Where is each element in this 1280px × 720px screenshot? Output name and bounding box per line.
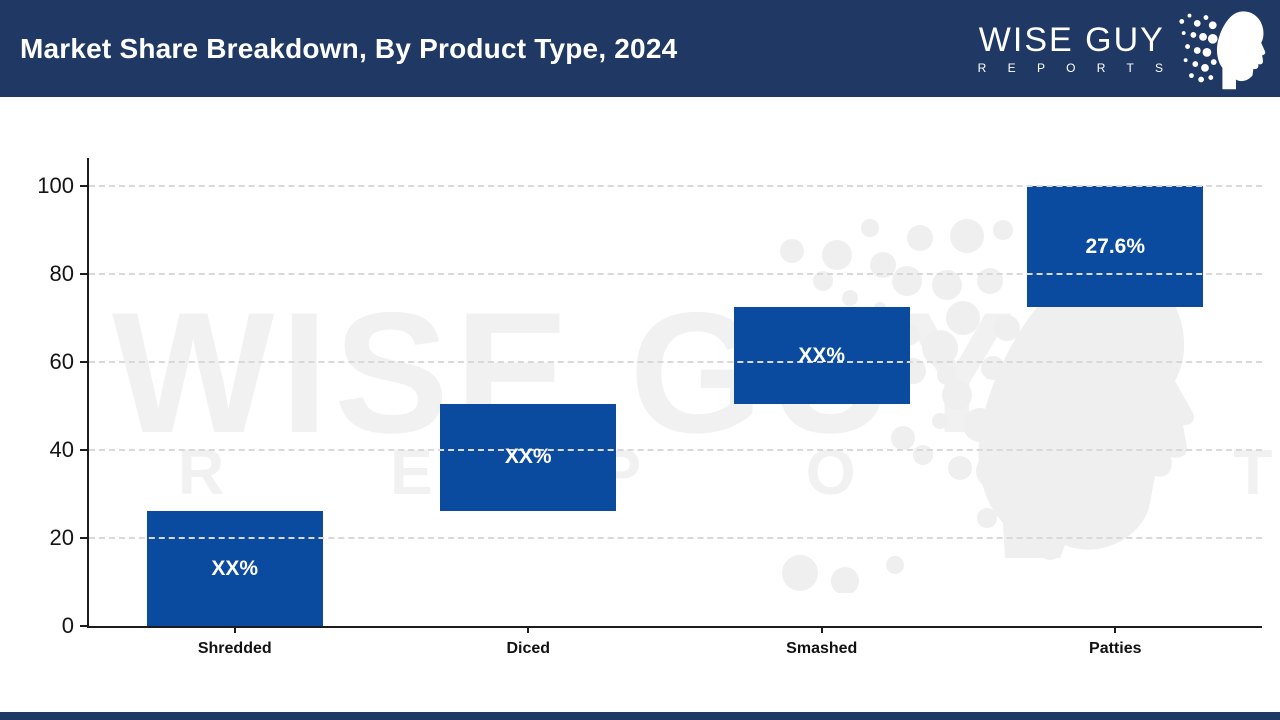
- y-tick-label-0: 0: [61, 613, 74, 638]
- y-axis: [87, 158, 89, 628]
- bar-shredded: [146, 511, 323, 626]
- x-category-label-patties: Patties: [1089, 640, 1142, 657]
- logo-face-icon: [1179, 10, 1266, 89]
- brand-subname: R E P O R T S: [977, 60, 1172, 75]
- gridline-60: [89, 361, 1262, 363]
- x-axis: [87, 626, 1262, 628]
- y-tick-40: [80, 449, 87, 451]
- bar-value-label-smashed: XX%: [798, 343, 846, 367]
- bar-value-label-shredded: XX%: [211, 556, 259, 580]
- page-title: Market Share Breakdown, By Product Type,…: [20, 32, 678, 64]
- footer-bar: [0, 712, 1280, 720]
- bar-smashed: [733, 307, 910, 404]
- bar-patties: [1027, 186, 1204, 308]
- gridline-40: [89, 449, 1262, 451]
- gridline-100: [89, 185, 1262, 187]
- y-tick-20: [80, 537, 87, 539]
- y-tick-100: [80, 185, 87, 187]
- x-tick-smashed: [820, 628, 823, 633]
- y-tick-80: [80, 273, 87, 275]
- y-tick-label-60: 60: [49, 349, 74, 374]
- gridline-80: [89, 273, 1262, 275]
- bar-diced: [440, 403, 617, 512]
- x-category-label-smashed: Smashed: [786, 640, 858, 657]
- y-tick-label-100: 100: [37, 173, 74, 198]
- y-tick-0: [80, 625, 87, 627]
- brand-name: WISE GUY: [978, 20, 1165, 59]
- bar-value-label-diced: XX%: [504, 445, 552, 469]
- y-tick-label-80: 80: [49, 261, 74, 286]
- y-tick-label-20: 20: [49, 525, 74, 550]
- header: Market Share Breakdown, By Product Type,…: [0, 0, 1280, 97]
- x-tick-diced: [527, 628, 530, 633]
- brand-logo: WISE GUY R E P O R T S: [972, 6, 1280, 92]
- bar-value-label-patties: 27.6%: [1085, 234, 1146, 258]
- x-category-label-shredded: Shredded: [197, 640, 272, 657]
- x-tick-patties: [1114, 628, 1117, 633]
- brand-logo-text: WISE GUY R E P O R T S: [972, 23, 1172, 75]
- gridline-20: [89, 537, 1262, 539]
- y-tick-label-40: 40: [49, 437, 74, 462]
- x-category-label-diced: Diced: [506, 640, 551, 657]
- x-tick-shredded: [233, 628, 236, 633]
- watermark-face-icon: [780, 219, 1194, 593]
- y-tick-60: [80, 361, 87, 363]
